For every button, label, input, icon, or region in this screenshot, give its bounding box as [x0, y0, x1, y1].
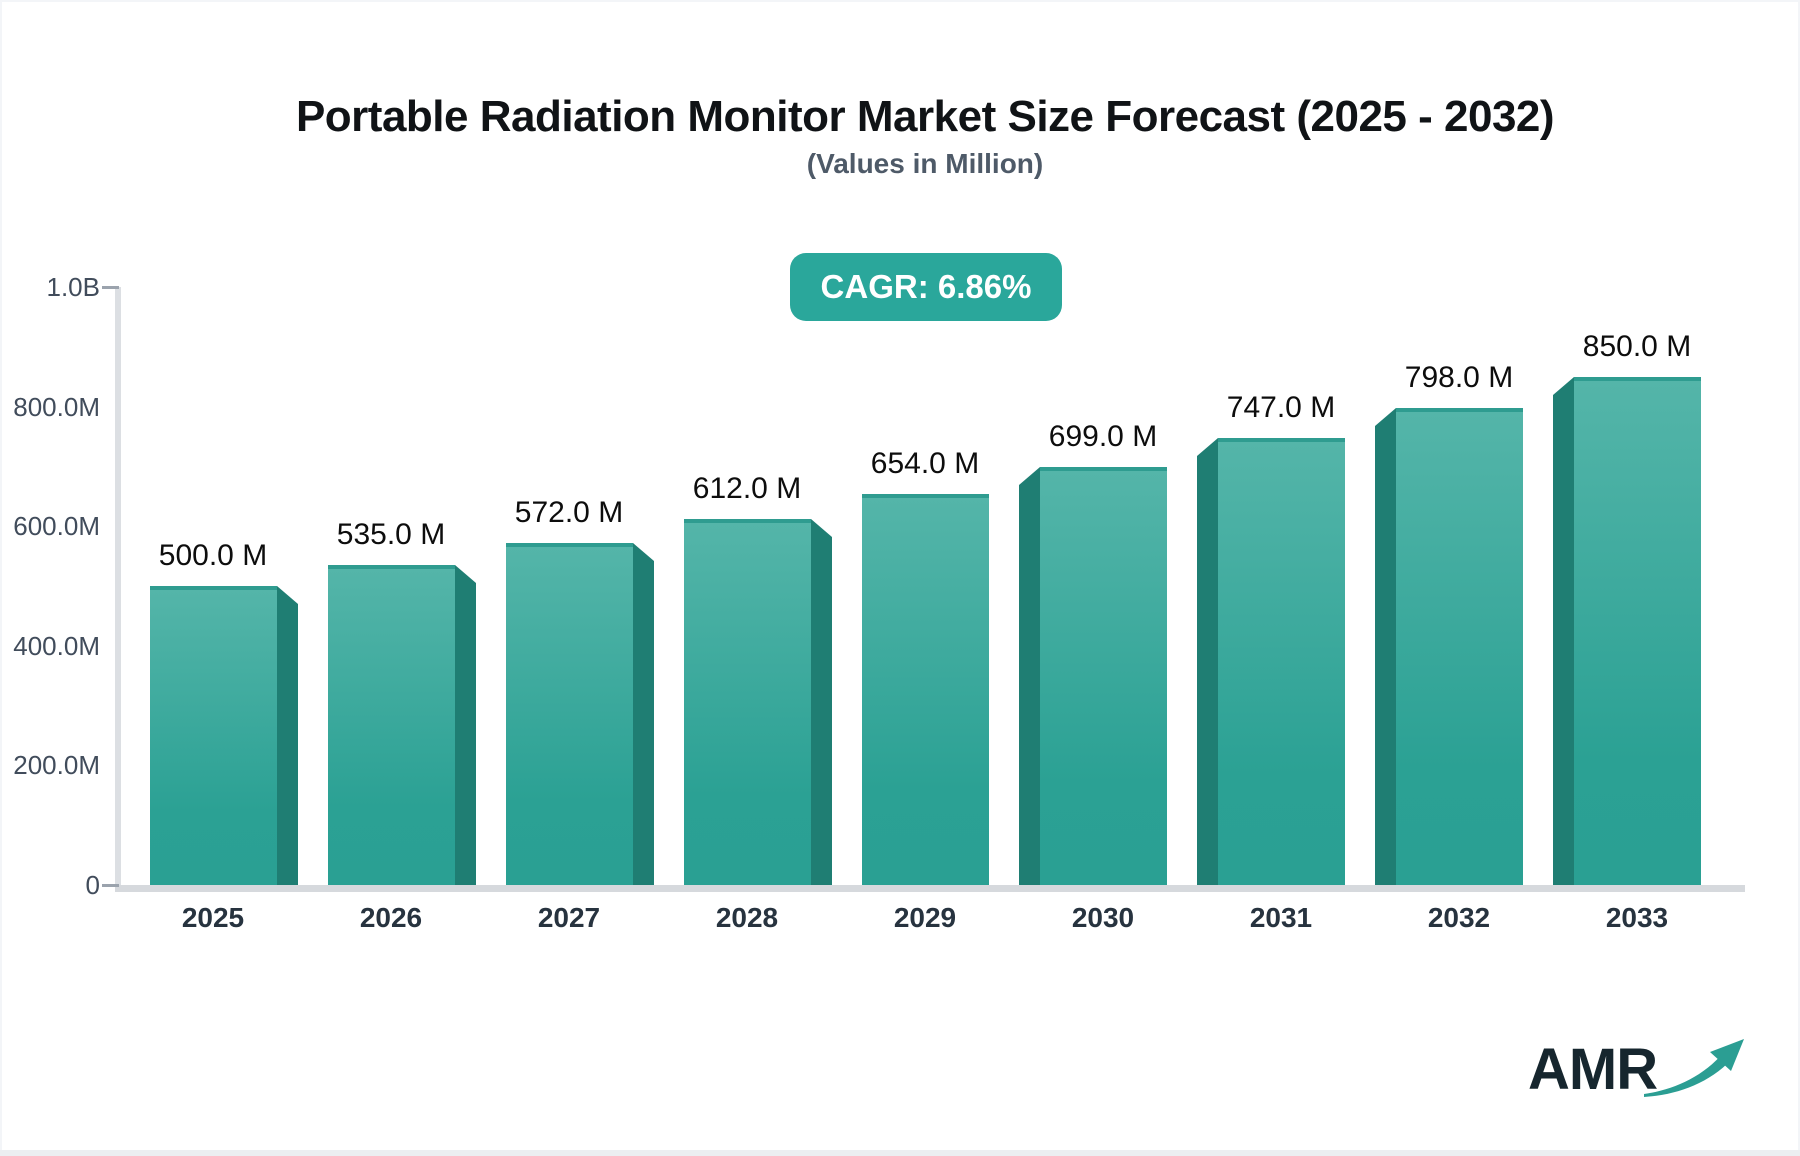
bar-2029 [862, 494, 989, 885]
y-axis-label: 600.0M [13, 511, 100, 542]
x-axis-label: 2026 [359, 902, 423, 933]
y-axis-label: 200.0M [13, 750, 100, 781]
x-axis-label: 2033 [1605, 902, 1669, 933]
bar-side-3d-2032 [1375, 408, 1396, 885]
page-bottom-edge [0, 1150, 1800, 1156]
x-axis-label: 2027 [537, 902, 601, 933]
bar-value-label: 747.0 M [1226, 391, 1336, 424]
x-axis-label: 2032 [1427, 902, 1491, 933]
x-axis-label: 2030 [1071, 902, 1135, 933]
bar-2025 [150, 586, 277, 885]
y-axis-label: 1.0B [46, 272, 101, 302]
x-axis-label: 2028 [715, 902, 779, 933]
bar-value-label: 572.0 M [514, 496, 624, 529]
bar-2028 [684, 519, 811, 885]
cagr-badge: CAGR: 6.86% [790, 253, 1062, 321]
bar-side-3d-2026 [455, 565, 476, 885]
bar-value-label: 612.0 M [692, 472, 802, 505]
bar-side-3d-2028 [811, 519, 832, 885]
bar-value-label: 798.0 M [1404, 361, 1514, 394]
x-axis-line [115, 885, 1745, 892]
bar-2033 [1574, 377, 1701, 885]
y-axis-label: 400.0M [13, 630, 100, 661]
bar-side-3d-2030 [1019, 467, 1040, 885]
y-axis-label: 800.0M [13, 391, 100, 422]
bar-2031 [1218, 438, 1345, 885]
bar-2032 [1396, 408, 1523, 885]
amr-logo-text: AMR [1528, 1037, 1658, 1102]
bar-side-3d-2033 [1553, 377, 1574, 885]
bar-value-label: 500.0 M [158, 539, 268, 572]
bar-2026 [328, 565, 455, 885]
amr-logo: AMR [1528, 1036, 1758, 1116]
bar-value-label: 699.0 M [1048, 420, 1158, 453]
y-axis-line [115, 287, 121, 889]
x-axis-label: 2029 [893, 902, 957, 933]
x-axis-label: 2031 [1249, 902, 1313, 933]
chart-title: Portable Radiation Monitor Market Size F… [295, 92, 1555, 141]
bar-2027 [506, 543, 633, 885]
bar-value-label: 654.0 M [870, 447, 980, 480]
bar-side-3d-2031 [1197, 438, 1218, 885]
y-axis-tick [102, 884, 119, 887]
bar-2030 [1040, 467, 1167, 885]
bar-side-3d-2027 [633, 543, 654, 885]
bar-value-label: 850.0 M [1582, 330, 1692, 363]
bar-value-label: 535.0 M [336, 518, 446, 551]
growth-arrow-icon [1644, 1039, 1744, 1097]
y-axis-tick [102, 286, 119, 289]
chart-subtitle: (Values in Million) [806, 148, 1044, 179]
y-axis-label: 0 [85, 870, 100, 900]
x-axis-label: 2025 [181, 902, 245, 933]
bar-side-3d-2025 [277, 586, 298, 885]
